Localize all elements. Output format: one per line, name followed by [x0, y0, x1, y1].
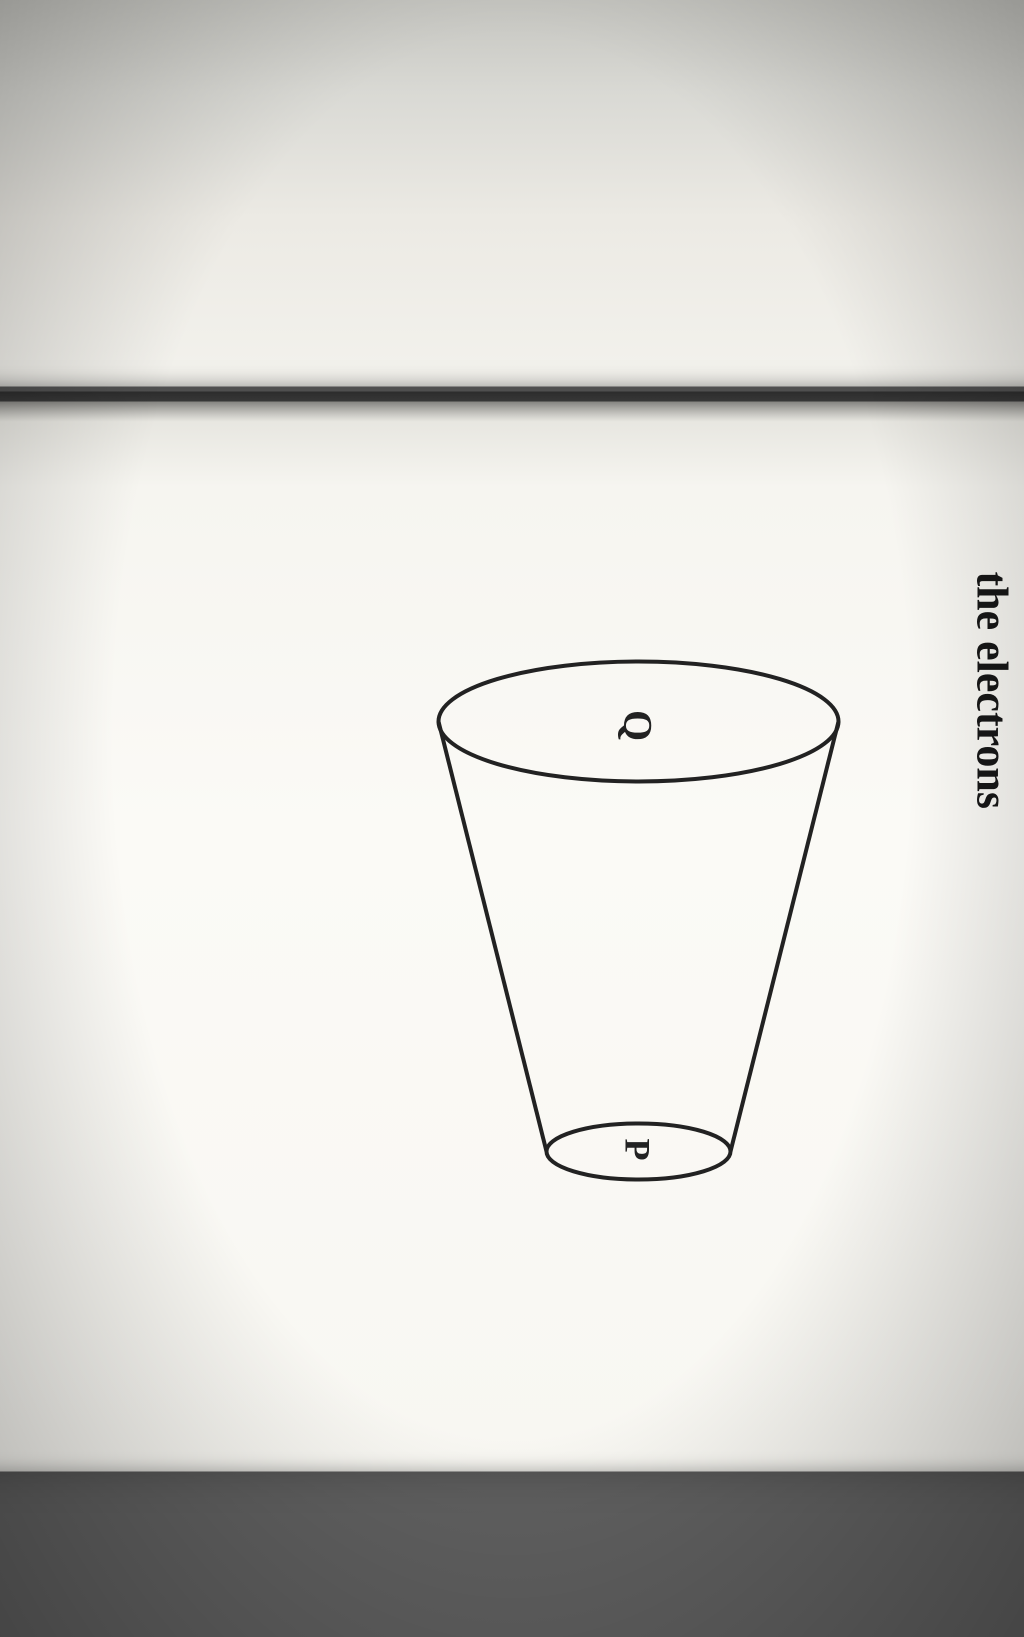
rotated-scene: 209 1) 3 3 3 4. A conductor has a non-un… [0, 307, 1024, 1331]
conductor-svg: QP [359, 612, 919, 1252]
left-page: 209 [0, 0, 1024, 387]
question-text: A conductor has a non-uniform section as… [963, 572, 1024, 1412]
conductor-figure: QP [359, 612, 919, 1252]
right-page: 1) 3 3 3 4. A conductor has a non-unifor… [0, 402, 1024, 1472]
svg-text:Q: Q [616, 710, 661, 741]
svg-text:P: P [618, 1139, 658, 1161]
